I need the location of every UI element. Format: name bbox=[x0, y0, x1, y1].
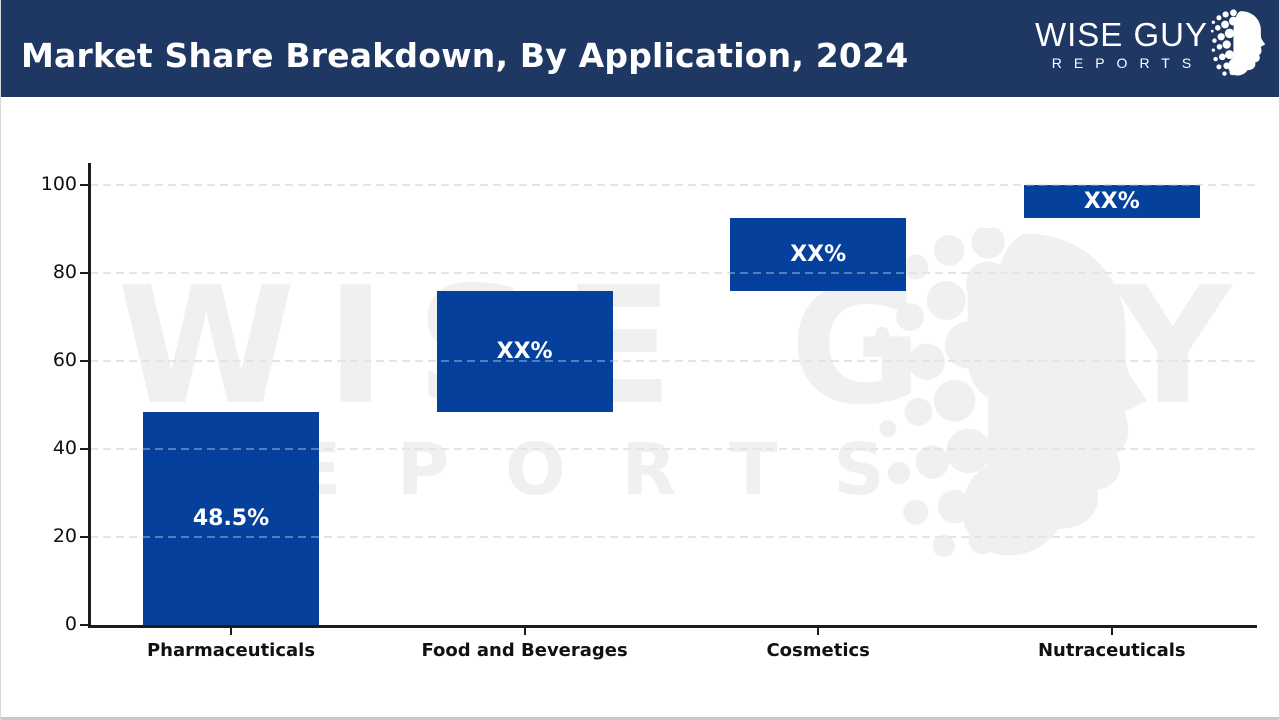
x-tick-mark bbox=[1110, 627, 1113, 635]
y-tick-label: 0 bbox=[64, 613, 77, 635]
y-tick-label: 100 bbox=[40, 173, 77, 195]
bar-value-label: XX% bbox=[1083, 189, 1140, 214]
bar-nutraceuticals: XX% bbox=[1023, 185, 1200, 218]
x-category-label: Cosmetics bbox=[766, 640, 870, 661]
bar-cosmetics: XX% bbox=[730, 218, 907, 291]
bar-pharmaceuticals: 48.5% bbox=[143, 411, 319, 625]
y-axis bbox=[88, 163, 91, 627]
y-tick-mark bbox=[80, 184, 89, 186]
y-tick-mark bbox=[80, 624, 89, 626]
bar-value-label: XX% bbox=[790, 241, 847, 267]
gridline bbox=[90, 272, 1257, 274]
gridline bbox=[90, 360, 1257, 362]
y-tick-label: 40 bbox=[52, 437, 77, 459]
x-category-label: Pharmaceuticals bbox=[146, 640, 316, 661]
header-banner: Market Share Breakdown, By Application, … bbox=[1, 0, 1279, 97]
gridline-overlay bbox=[90, 360, 1257, 362]
gridline bbox=[90, 184, 1257, 186]
wiseguy-logo: WISE GUY REPORTS bbox=[1035, 8, 1268, 80]
gridline bbox=[90, 448, 1257, 450]
y-tick-mark bbox=[80, 448, 89, 450]
bottom-border bbox=[1, 717, 1279, 720]
gridline-overlay bbox=[90, 536, 1257, 538]
y-tick-label: 80 bbox=[52, 261, 77, 283]
page-title: Market Share Breakdown, By Application, … bbox=[21, 36, 909, 75]
x-tick-mark bbox=[817, 627, 820, 635]
x-tick-mark bbox=[523, 627, 526, 635]
gridline-overlay bbox=[90, 184, 1257, 186]
logo-name: WISE GUY bbox=[1034, 15, 1208, 53]
gridline-overlay bbox=[90, 272, 1257, 274]
y-tick-label: 60 bbox=[52, 349, 77, 371]
wiseguy-face-icon bbox=[1210, 9, 1266, 76]
x-category-label: Food and Beverages bbox=[421, 640, 628, 661]
bar-value-label: XX% bbox=[496, 338, 553, 364]
logo-subtitle: REPORTS bbox=[1051, 55, 1204, 72]
gridline bbox=[90, 536, 1257, 538]
x-tick-mark bbox=[230, 627, 232, 635]
x-category-label: Nutraceuticals bbox=[1037, 640, 1186, 661]
bar-value-label: 48.5% bbox=[192, 505, 270, 531]
y-tick-mark bbox=[80, 536, 89, 538]
y-tick-mark bbox=[80, 272, 89, 274]
gridline-overlay bbox=[90, 448, 1257, 450]
bar-food-and-beverages: XX% bbox=[436, 290, 613, 412]
wiseguy-logo-text: WISE GUY REPORTS bbox=[1034, 15, 1208, 72]
y-tick-mark bbox=[80, 360, 89, 362]
x-axis bbox=[88, 624, 1257, 628]
y-tick-label: 20 bbox=[52, 525, 77, 547]
